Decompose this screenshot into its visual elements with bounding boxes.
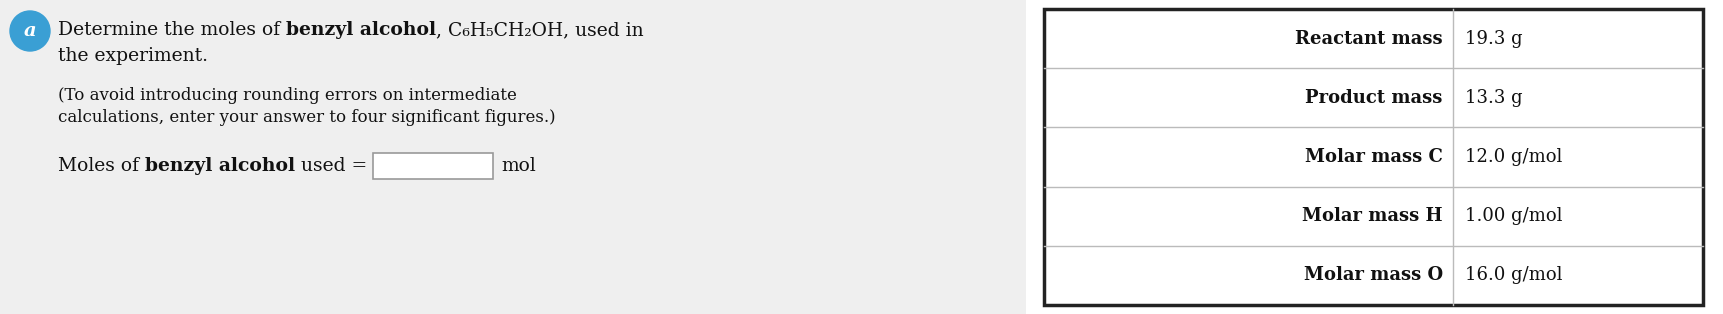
Text: Moles of: Moles of [59, 157, 145, 175]
Bar [0, 0, 1025, 314]
Text: Molar mass C: Molar mass C [1304, 148, 1442, 166]
Text: Molar mass H: Molar mass H [1301, 207, 1442, 225]
Text: Product mass: Product mass [1304, 89, 1442, 107]
Text: benzyl alcohol: benzyl alcohol [286, 21, 436, 39]
Text: 1.00 g/mol: 1.00 g/mol [1465, 207, 1561, 225]
Text: Determine the moles of: Determine the moles of [59, 21, 286, 39]
Text: 19.3 g: 19.3 g [1465, 30, 1521, 48]
Text: used =: used = [295, 157, 374, 175]
Text: Reactant mass: Reactant mass [1294, 30, 1442, 48]
Text: mol: mol [501, 157, 536, 175]
Text: 12.0 g/mol: 12.0 g/mol [1465, 148, 1561, 166]
Text: a: a [24, 22, 36, 40]
Text: benzyl alcohol: benzyl alcohol [145, 157, 295, 175]
Bar [1042, 9, 1702, 305]
Text: calculations, enter your answer to four significant figures.): calculations, enter your answer to four … [59, 109, 555, 126]
Bar [374, 153, 493, 179]
Text: Molar mass O: Molar mass O [1303, 266, 1442, 284]
Text: the experiment.: the experiment. [59, 47, 208, 65]
Text: , C₆H₅CH₂OH, used in: , C₆H₅CH₂OH, used in [436, 21, 643, 39]
Text: 16.0 g/mol: 16.0 g/mol [1465, 266, 1561, 284]
Text: (To avoid introducing rounding errors on intermediate: (To avoid introducing rounding errors on… [59, 88, 517, 105]
Text: 13.3 g: 13.3 g [1465, 89, 1521, 107]
Circle shape [10, 11, 50, 51]
